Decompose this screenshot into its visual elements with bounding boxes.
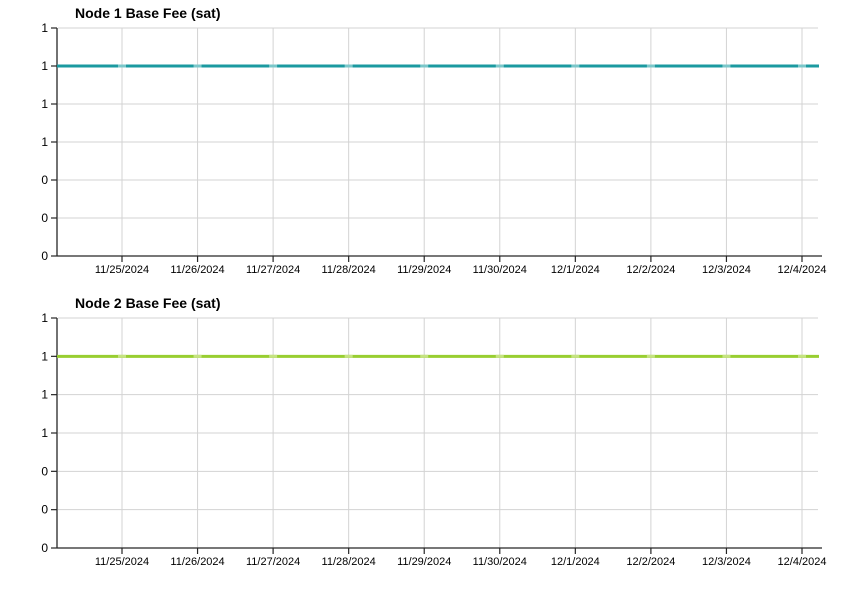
- chart-title-node2: Node 2 Base Fee (sat): [75, 295, 221, 311]
- x-tick-label: 11/30/2024: [473, 556, 527, 568]
- data-point-marker: [269, 64, 278, 68]
- data-point-marker: [798, 354, 806, 358]
- data-point-marker: [118, 64, 126, 68]
- y-tick-label: 0: [41, 249, 48, 263]
- y-tick-labels: 1 1 1 1 0 0 0: [41, 21, 48, 263]
- data-point-marker: [646, 64, 655, 68]
- y-tick-label: 1: [41, 349, 48, 363]
- chart-title-node1: Node 1 Base Fee (sat): [75, 5, 221, 21]
- tick-marks: [51, 317, 803, 554]
- x-tick-label: 11/27/2024: [246, 556, 300, 568]
- y-tick-label: 1: [41, 59, 48, 73]
- tick-marks: [51, 27, 803, 262]
- data-point-marker: [193, 354, 202, 358]
- x-tick-label: 11/25/2024: [95, 556, 149, 568]
- data-point-marker: [118, 354, 126, 358]
- y-tick-label: 1: [41, 21, 48, 35]
- x-tick-label: 11/30/2024: [473, 264, 527, 276]
- data-point-marker: [344, 64, 353, 68]
- y-tick-label: 1: [41, 388, 48, 402]
- y-tick-label: 0: [41, 503, 48, 517]
- x-tick-label: 11/27/2024: [246, 264, 300, 276]
- x-tick-label: 12/2/2024: [626, 556, 675, 568]
- x-tick-label: 12/4/2024: [778, 556, 827, 568]
- y-tick-label: 1: [41, 426, 48, 440]
- x-tick-label: 12/2/2024: [626, 264, 675, 276]
- series-markers: [118, 64, 806, 68]
- data-point-marker: [193, 64, 202, 68]
- data-point-marker: [722, 64, 731, 68]
- x-tick-label: 11/25/2024: [95, 264, 149, 276]
- y-tick-label: 1: [41, 311, 48, 325]
- data-point-marker: [722, 354, 731, 358]
- chart-node1: Node 1 Base Fee (sat) 1 1 1 1 0 0 0 11/25/2024 1…: [0, 0, 860, 290]
- x-tick-labels: 11/25/2024 11/26/2024 11/27/2024 11/28/2024…: [95, 556, 827, 568]
- data-point-marker: [420, 64, 429, 68]
- y-tick-label: 0: [41, 211, 48, 225]
- x-tick-labels: 11/25/2024 11/26/2024 11/27/2024 11/28/2024…: [95, 264, 827, 276]
- x-tick-label: 12/1/2024: [551, 556, 600, 568]
- x-tick-label: 11/28/2024: [322, 556, 376, 568]
- x-tick-label: 12/4/2024: [778, 264, 827, 276]
- data-point-marker: [344, 354, 353, 358]
- x-tick-label: 11/29/2024: [397, 556, 451, 568]
- y-tick-label: 0: [41, 464, 48, 478]
- x-tick-label: 12/3/2024: [702, 556, 751, 568]
- data-point-marker: [571, 354, 580, 358]
- y-tick-label: 1: [41, 97, 48, 111]
- data-point-marker: [798, 64, 806, 68]
- y-tick-label: 0: [41, 541, 48, 555]
- x-tick-label: 11/26/2024: [170, 556, 224, 568]
- data-point-marker: [495, 64, 504, 68]
- y-tick-labels: 1 1 1 1 0 0 0: [41, 311, 48, 555]
- y-gridlines: [58, 27, 818, 219]
- x-tick-label: 11/26/2024: [170, 264, 224, 276]
- data-point-marker: [646, 354, 655, 358]
- data-point-marker: [571, 64, 580, 68]
- series-markers: [118, 354, 806, 358]
- chart-node2: Node 2 Base Fee (sat) 1 1 1 1 0 0 0 11/25/2024 1…: [0, 290, 860, 600]
- data-point-marker: [269, 354, 278, 358]
- x-tick-label: 11/28/2024: [322, 264, 376, 276]
- x-tick-label: 12/1/2024: [551, 264, 600, 276]
- x-tick-label: 12/3/2024: [702, 264, 751, 276]
- x-tick-label: 11/29/2024: [397, 264, 451, 276]
- data-point-marker: [495, 354, 504, 358]
- y-gridlines: [58, 317, 818, 511]
- data-point-marker: [420, 354, 429, 358]
- y-tick-label: 0: [41, 173, 48, 187]
- y-tick-label: 1: [41, 135, 48, 149]
